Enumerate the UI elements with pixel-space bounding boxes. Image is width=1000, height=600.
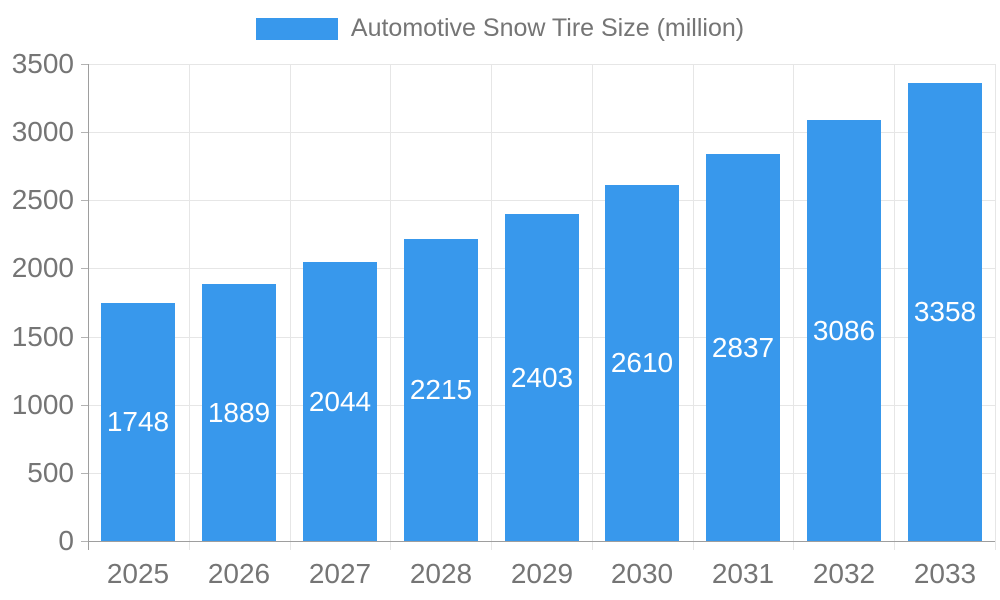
y-axis-label: 1000 <box>11 389 74 420</box>
y-axis-label: 3500 <box>11 48 74 79</box>
y-axis-label: 2500 <box>11 184 74 215</box>
bar-2031[interactable] <box>706 154 780 541</box>
x-axis-label: 2030 <box>610 558 674 589</box>
bar-2028[interactable] <box>404 239 478 541</box>
y-axis-tick <box>81 132 88 133</box>
bar-2030[interactable] <box>605 185 679 541</box>
x-gridline <box>592 64 593 550</box>
y-axis-label: 2000 <box>11 252 74 283</box>
x-axis-label: 2033 <box>913 558 977 589</box>
x-axis-label: 2031 <box>711 558 775 589</box>
bar-2033[interactable] <box>908 83 982 541</box>
x-axis-label: 2026 <box>207 558 271 589</box>
x-gridline <box>894 64 895 550</box>
x-axis-label: 2027 <box>308 558 372 589</box>
legend-label: Automotive Snow Tire Size (million) <box>350 14 745 42</box>
x-axis-label: 2029 <box>510 558 574 589</box>
x-axis-label: 2025 <box>106 558 170 589</box>
y-axis-label: 1500 <box>11 321 74 352</box>
y-axis-tick <box>81 405 88 406</box>
y-axis-tick <box>81 541 88 542</box>
bar-2029[interactable] <box>505 214 579 541</box>
x-gridline <box>491 64 492 550</box>
y-axis-line <box>88 64 89 550</box>
x-axis-line <box>88 541 995 542</box>
y-axis-tick <box>81 268 88 269</box>
bar-2026[interactable] <box>202 284 276 541</box>
y-axis-label: 3000 <box>11 116 74 147</box>
x-axis-label: 2028 <box>409 558 473 589</box>
x-gridline <box>995 64 996 550</box>
bar-2027[interactable] <box>303 262 377 541</box>
x-gridline <box>793 64 794 550</box>
legend-swatch <box>255 17 338 40</box>
y-axis-tick <box>81 473 88 474</box>
bar-2032[interactable] <box>807 120 881 541</box>
y-axis-tick <box>81 200 88 201</box>
bar-2025[interactable] <box>101 303 175 541</box>
x-gridline <box>390 64 391 550</box>
x-axis-label: 2032 <box>812 558 876 589</box>
y-gridline <box>88 132 995 133</box>
y-axis-tick <box>81 337 88 338</box>
x-gridline <box>693 64 694 550</box>
x-gridline <box>290 64 291 550</box>
x-gridline <box>189 64 190 550</box>
y-axis-label: 500 <box>27 457 74 488</box>
y-axis-tick <box>81 64 88 65</box>
y-gridline <box>88 200 995 201</box>
y-gridline <box>88 64 995 65</box>
y-axis-label: 0 <box>58 525 74 556</box>
chart-legend-item[interactable]: Automotive Snow Tire Size (million) <box>0 14 1000 43</box>
